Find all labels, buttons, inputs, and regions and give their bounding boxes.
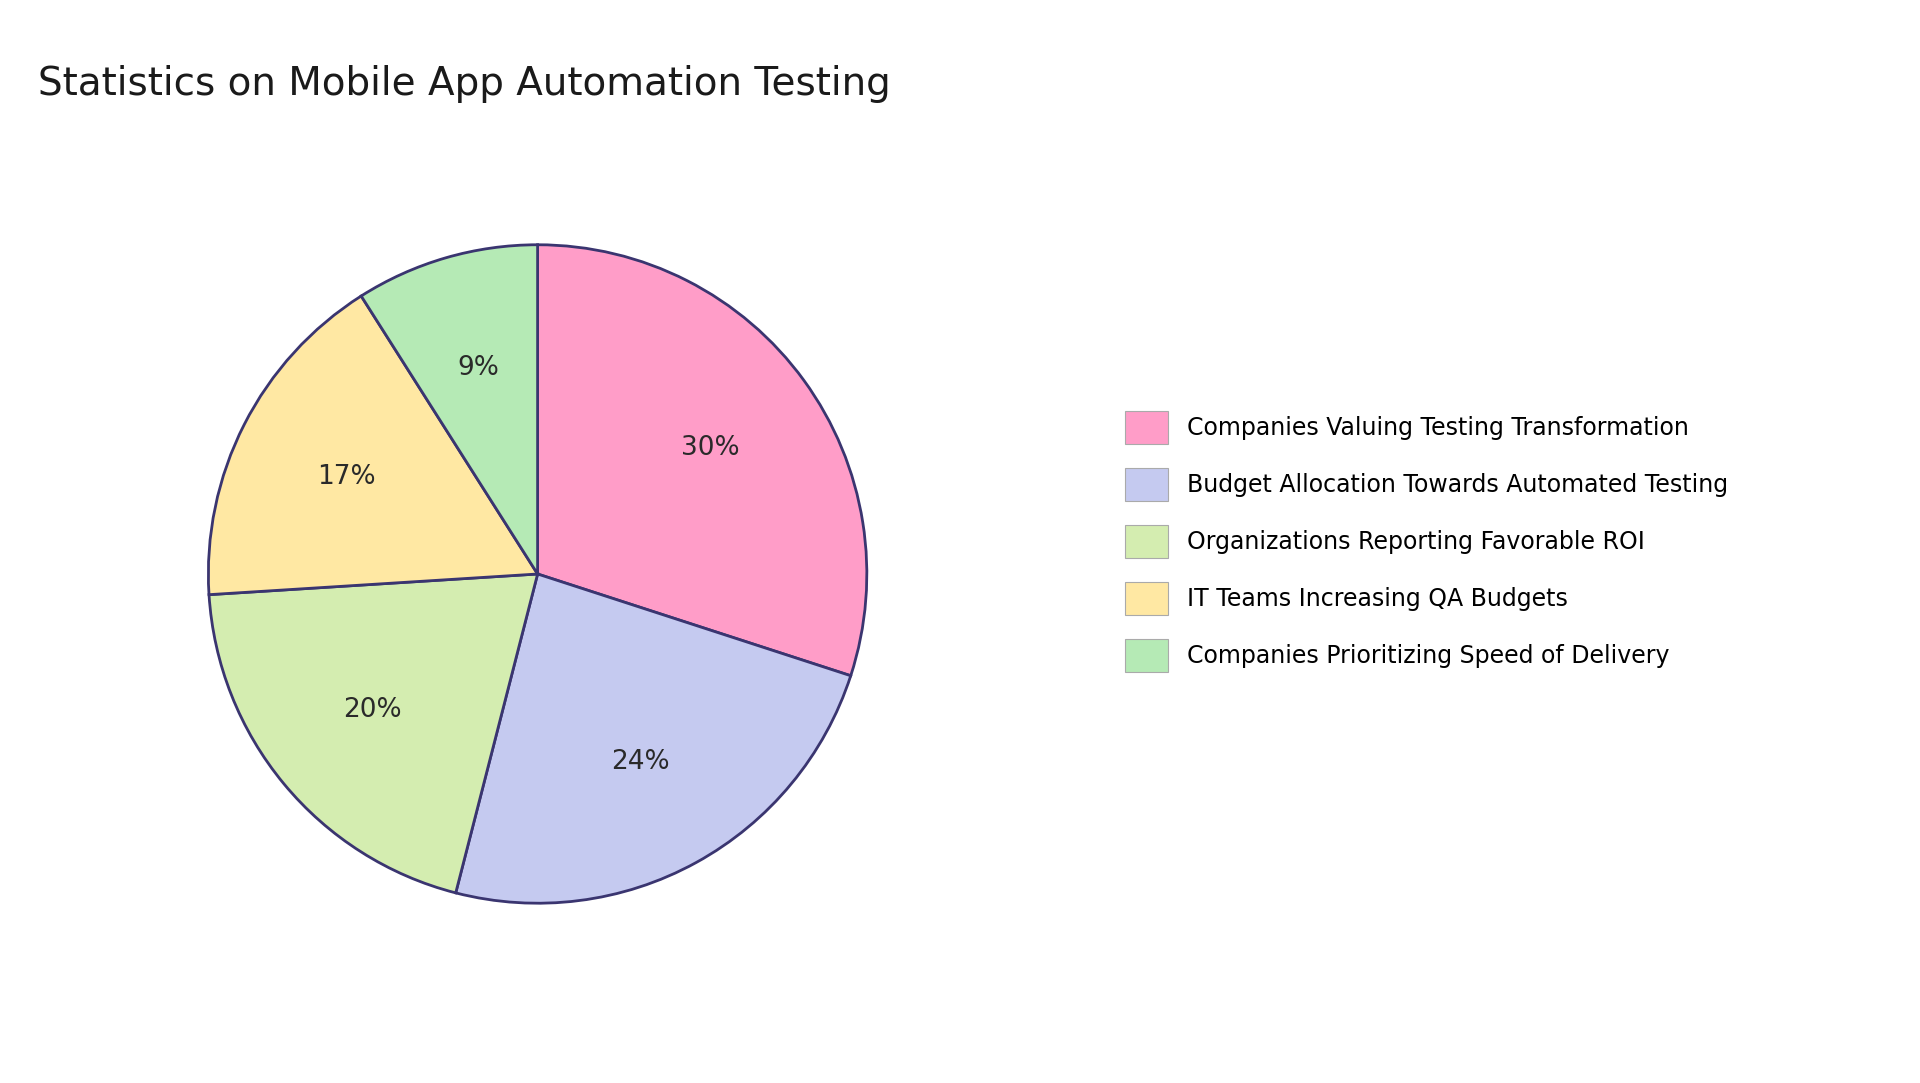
Text: 20%: 20% bbox=[344, 697, 401, 723]
Text: 17%: 17% bbox=[317, 464, 376, 490]
Wedge shape bbox=[209, 296, 538, 595]
Text: 30%: 30% bbox=[682, 435, 739, 461]
Text: 9%: 9% bbox=[457, 355, 499, 381]
Wedge shape bbox=[538, 245, 866, 676]
Text: Statistics on Mobile App Automation Testing: Statistics on Mobile App Automation Test… bbox=[38, 65, 891, 103]
Legend: Companies Valuing Testing Transformation, Budget Allocation Towards Automated Te: Companies Valuing Testing Transformation… bbox=[1125, 410, 1728, 673]
Wedge shape bbox=[209, 574, 538, 892]
Wedge shape bbox=[361, 245, 538, 574]
Text: 24%: 24% bbox=[611, 748, 670, 774]
Wedge shape bbox=[455, 574, 851, 903]
